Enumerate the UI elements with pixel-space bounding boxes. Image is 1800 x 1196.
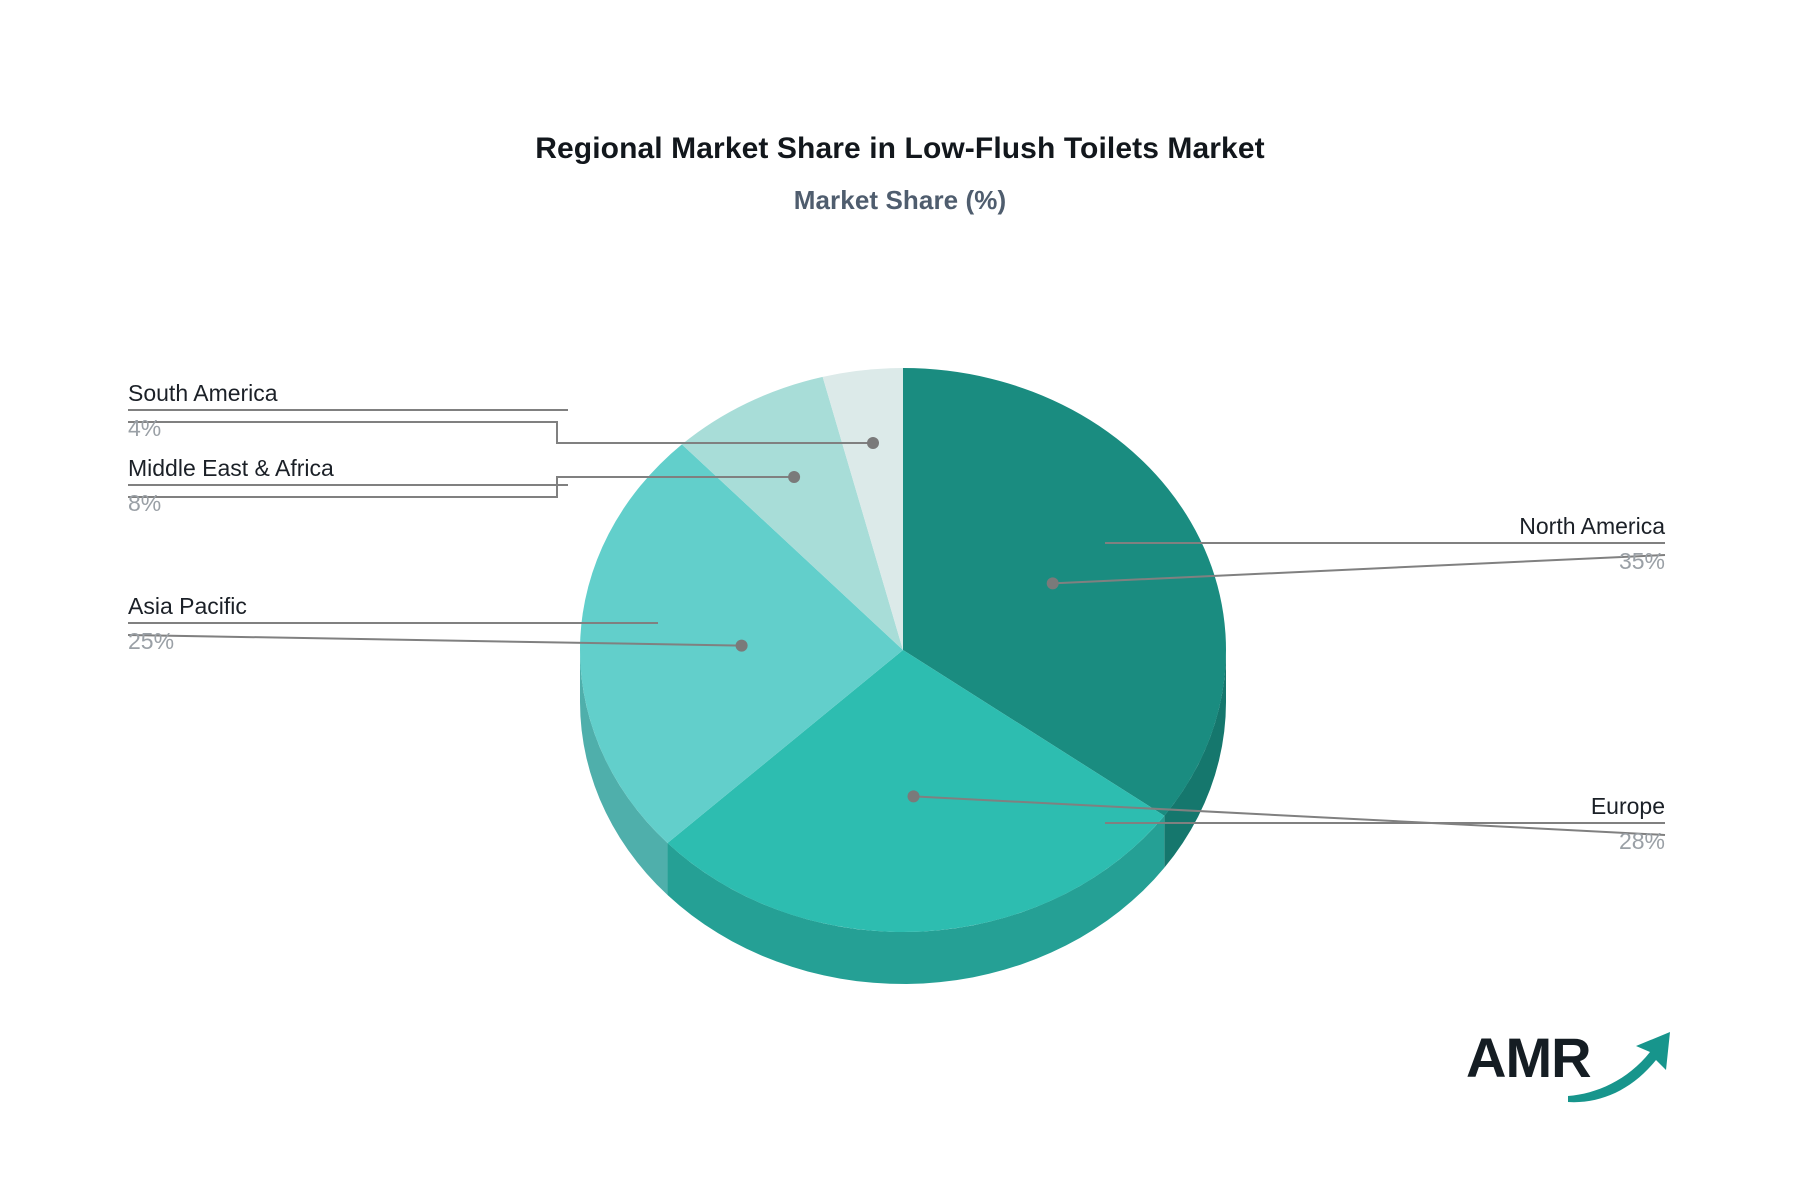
callout-middle-east-africa[interactable]: Middle East & Africa 8% [128, 455, 568, 519]
pie-slices [579, 368, 1227, 984]
callout-rule [1105, 822, 1665, 825]
callout-value-asia-pacific: 25% [128, 628, 175, 655]
callout-rule [128, 409, 568, 412]
chart-subtitle: Market Share (%) [793, 185, 1007, 215]
callout-value-middle-east-africa: 8% [128, 490, 162, 517]
amr-logo: AMR [1466, 1026, 1670, 1120]
callout-north-america[interactable]: North America 35% [1105, 513, 1665, 577]
callout-value-south-america: 4% [128, 415, 162, 442]
callout-label-europe: Europe [1590, 793, 1665, 819]
callout-value-north-america: 35% [1618, 548, 1665, 575]
callout-label-north-america: North America [1519, 513, 1665, 539]
callout-rule [128, 484, 568, 487]
growth-arrow-icon [1568, 1032, 1670, 1103]
leader-lines [127, 421, 1666, 836]
callout-rule [1105, 542, 1665, 545]
callout-value-europe: 28% [1618, 828, 1665, 855]
callout-europe[interactable]: Europe 28% [1105, 793, 1665, 857]
callout-label-south-america: South America [128, 380, 278, 406]
chart-title: Regional Market Share in Low-Flush Toile… [535, 132, 1265, 165]
callout-asia-pacific[interactable]: Asia Pacific 25% [128, 593, 658, 657]
callout-label-asia-pacific: Asia Pacific [128, 593, 247, 619]
callout-south-america[interactable]: South America 4% [128, 380, 568, 444]
callout-rule [128, 622, 658, 625]
amr-wordmark: AMR [1466, 1026, 1592, 1089]
callout-label-middle-east-africa: Middle East & Africa [128, 455, 334, 481]
